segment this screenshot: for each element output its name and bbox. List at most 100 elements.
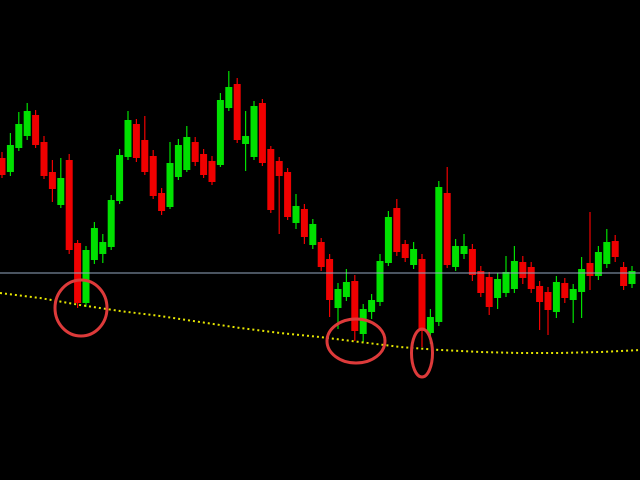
bear-candle (326, 254, 334, 317)
bear-candle (611, 235, 619, 262)
candle-body (494, 279, 502, 298)
bull-candle (6, 133, 14, 176)
bear-candle (275, 157, 283, 234)
bear-candle (32, 110, 40, 148)
candle-body (334, 289, 342, 308)
bull-candle (15, 112, 23, 151)
bull-candle (99, 234, 107, 263)
bull-candle (82, 246, 90, 307)
candle-body (149, 156, 157, 196)
candle-body (6, 145, 14, 172)
candle-body (174, 145, 182, 177)
candle-body (435, 187, 443, 322)
candles-layer (0, 71, 636, 347)
candle-body (166, 163, 174, 207)
candle-body (300, 209, 308, 237)
bear-candle (485, 272, 493, 315)
bull-candle (107, 195, 115, 250)
candle-body (393, 208, 401, 252)
candle-body (561, 283, 569, 298)
candle-body (242, 136, 250, 144)
candle-body (82, 250, 90, 303)
candle-body (48, 172, 56, 189)
candle-body (603, 242, 611, 264)
candle-body (569, 289, 577, 300)
bear-candle (393, 199, 401, 256)
bear-candle (233, 78, 241, 143)
candle-body (443, 193, 451, 265)
candle-body (519, 262, 527, 278)
bull-candle (225, 71, 233, 111)
bear-candle (208, 156, 216, 185)
bear-candle (200, 149, 208, 178)
bear-candle (0, 152, 6, 178)
candle-body (611, 241, 619, 257)
bull-candle (216, 93, 224, 167)
candle-body (536, 286, 544, 302)
bull-candle (124, 111, 132, 160)
bull-candle (359, 304, 367, 342)
candle-body (326, 259, 334, 300)
bull-candle (502, 256, 510, 297)
bull-candle (90, 222, 98, 264)
bear-candle (48, 160, 56, 202)
candle-body (384, 217, 392, 263)
bear-candle (258, 99, 266, 166)
candle-body (376, 261, 384, 302)
candle-body (208, 161, 216, 182)
candle-body (183, 137, 191, 170)
candle-body (23, 111, 31, 136)
bull-candle (23, 103, 31, 140)
candle-body (107, 200, 115, 247)
bear-candle (519, 256, 527, 284)
bear-candle (158, 188, 166, 215)
bear-candle (477, 266, 485, 297)
bull-candle (116, 149, 124, 204)
bull-candle (578, 257, 586, 318)
bear-candle (561, 278, 569, 303)
bear-candle (317, 238, 325, 271)
candle-body (32, 115, 40, 145)
candle-body (594, 252, 602, 276)
bull-candle (334, 283, 342, 329)
bull-candle (309, 219, 317, 249)
candle-body (65, 160, 73, 250)
bull-candle (250, 101, 258, 160)
bear-candle (351, 275, 359, 341)
candle-body (544, 292, 552, 310)
candle-body (15, 124, 23, 148)
bear-candle (149, 150, 157, 199)
candle-body (275, 161, 283, 176)
bull-candle (342, 269, 350, 301)
candle-body (620, 267, 628, 286)
candle-body (292, 206, 300, 223)
candle-body (502, 272, 510, 293)
candle-body (267, 149, 275, 210)
bear-candle (620, 262, 628, 290)
candle-body (191, 142, 199, 162)
bull-candle (57, 158, 65, 208)
bull-candle (174, 139, 182, 180)
candle-body (510, 261, 518, 289)
annotation-ellipses-layer (53, 278, 434, 379)
bull-candle (494, 273, 502, 309)
bull-candle (242, 111, 250, 171)
bull-candle (368, 294, 376, 319)
bull-candle (460, 234, 468, 259)
candle-body (258, 103, 266, 163)
candle-body (418, 259, 426, 331)
signal-circle-annotation (53, 278, 109, 338)
candle-body (99, 242, 107, 254)
bear-candle (40, 136, 48, 179)
bear-candle (418, 254, 426, 347)
bear-candle (74, 240, 82, 308)
bull-candle (569, 284, 577, 323)
candle-body (368, 300, 376, 312)
candle-body (527, 267, 535, 289)
bear-candle (527, 262, 535, 293)
candle-body (586, 263, 594, 276)
candle-body (460, 246, 468, 254)
candle-body (116, 155, 124, 201)
bull-candle (603, 229, 611, 268)
